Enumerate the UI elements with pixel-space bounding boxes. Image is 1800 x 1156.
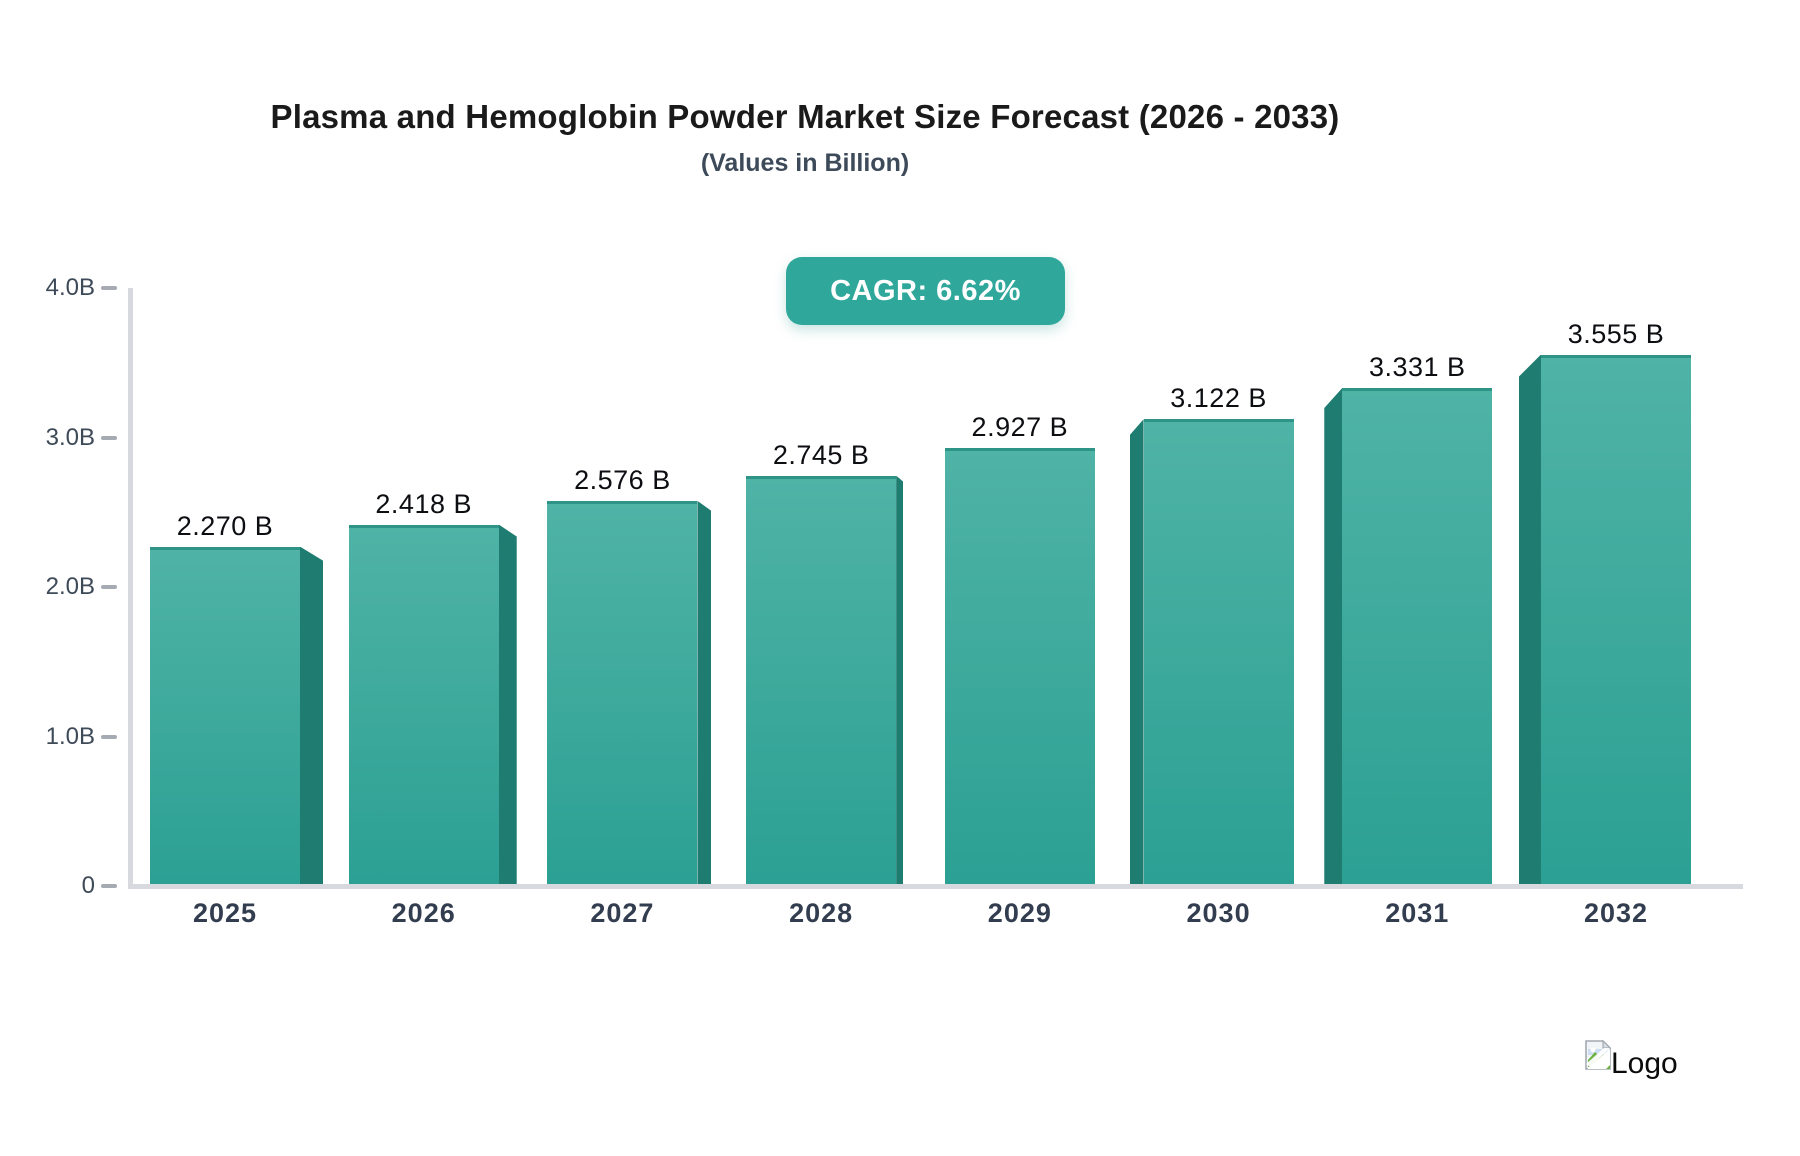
logo-alt-text: Logo [1611,1047,1678,1080]
x-tick-label: 2025 [192,898,258,928]
x-tick-label: 2028 [789,898,854,928]
bar-value-label: 2.745 B [772,439,870,470]
bar-value-label: 3.122 B [1170,383,1267,414]
bar-2028 [746,475,897,886]
bar-3d-side [697,500,712,886]
x-tick-label: 2030 [1186,898,1251,928]
logo: Logo [1584,1039,1678,1081]
bar-2027 [547,500,698,886]
y-tick-label: 3.0B [45,423,95,451]
bar-2029 [944,448,1095,886]
bar-value-label: 2.576 B [574,464,671,495]
y-tick-dash [101,734,117,739]
cagr-badge: CAGR: 6.62% [786,257,1065,325]
bar-value-label: 3.555 B [1567,318,1665,349]
x-tick-label: 2026 [391,898,456,928]
bar-3d-side [300,546,323,886]
x-tick-label: 2029 [987,898,1052,928]
bar-2026 [348,524,499,886]
y-tick-label: 2.0B [45,573,95,600]
bar-3d-side [1324,388,1343,886]
y-tick-dash [101,286,117,290]
broken-image-icon [1584,1039,1612,1075]
bar-value-label: 2.270 B [176,510,274,541]
bar-2032 [1540,354,1691,886]
y-tick-dash [101,585,117,589]
bar-2030 [1143,419,1294,886]
x-tick-label: 2027 [590,898,655,928]
bar-3d-side [498,524,517,886]
y-tick-label: 0 [81,872,95,899]
bar-2031 [1342,388,1493,886]
x-axis-line [128,884,1743,889]
y-tick-label: 1.0B [45,722,95,750]
bar-value-label: 2.927 B [971,412,1069,443]
y-axis-line [128,288,133,888]
y-tick-label: 4.0B [45,274,95,301]
bar-3d-side [896,475,904,886]
bar-3d-side [1129,419,1144,886]
x-tick-label: 2032 [1583,898,1649,928]
x-tick-label: 2031 [1385,898,1450,928]
bar-2025 [150,546,300,886]
bar-3d-side [1518,354,1541,886]
page-title: Plasma and Hemoglobin Powder Market Size… [270,98,1340,135]
y-tick-dash [101,884,117,888]
y-tick-dash [101,435,117,440]
page-subtitle: (Values in Billion) [700,149,910,177]
bar-value-label: 2.418 B [375,488,472,519]
bar-value-label: 3.331 B [1368,352,1466,382]
